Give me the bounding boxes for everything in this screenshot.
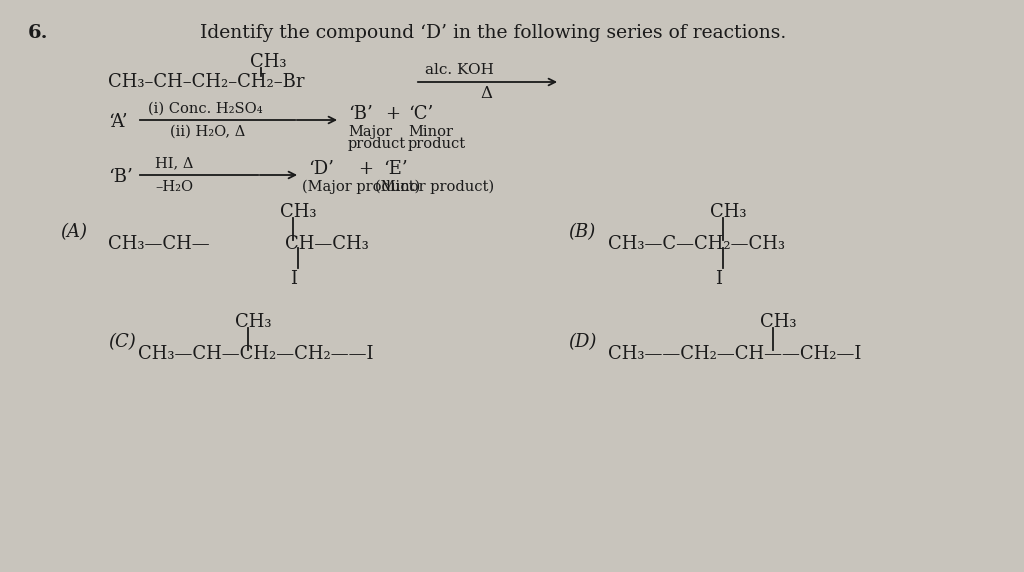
Text: CH₃–CH–CH₂–CH₂–Br: CH₃–CH–CH₂–CH₂–Br	[108, 73, 304, 91]
Text: –H₂O: –H₂O	[155, 180, 194, 194]
Text: CH₃—CH—: CH₃—CH—	[108, 235, 210, 253]
Text: I: I	[290, 270, 297, 288]
Text: +: +	[385, 105, 400, 123]
Text: Δ: Δ	[480, 85, 492, 102]
Text: ‘A’: ‘A’	[108, 113, 128, 131]
Text: CH₃—C—CH₂—CH₃: CH₃—C—CH₂—CH₃	[608, 235, 785, 253]
Text: (ii) H₂O, Δ: (ii) H₂O, Δ	[170, 125, 246, 139]
Text: product: product	[408, 137, 466, 151]
Text: CH₃: CH₃	[280, 203, 316, 221]
Text: CH₃: CH₃	[234, 313, 271, 331]
Text: +: +	[358, 160, 373, 178]
Text: (D): (D)	[568, 333, 596, 351]
Text: alc. KOH: alc. KOH	[425, 63, 494, 77]
Text: ‘C’: ‘C’	[408, 105, 433, 123]
Text: Minor: Minor	[408, 125, 453, 139]
Text: CH—CH₃: CH—CH₃	[285, 235, 369, 253]
Text: (B): (B)	[568, 223, 595, 241]
Text: CH₃——CH₂—CH——CH₂—I: CH₃——CH₂—CH——CH₂—I	[608, 345, 861, 363]
Text: 6.: 6.	[28, 24, 48, 42]
Text: (Minor product): (Minor product)	[375, 180, 495, 194]
Text: I: I	[715, 270, 722, 288]
Text: product: product	[348, 137, 407, 151]
Text: ‘D’: ‘D’	[308, 160, 334, 178]
Text: (Major product): (Major product)	[302, 180, 420, 194]
Text: ‘E’: ‘E’	[383, 160, 408, 178]
Text: CH₃—CH—CH₂—CH₂——I: CH₃—CH—CH₂—CH₂——I	[138, 345, 374, 363]
Text: (A): (A)	[60, 223, 87, 241]
Text: HI, Δ: HI, Δ	[155, 156, 194, 170]
Text: (i) Conc. H₂SO₄: (i) Conc. H₂SO₄	[148, 102, 262, 116]
Text: CH₃: CH₃	[250, 53, 287, 71]
Text: ‘B’: ‘B’	[348, 105, 373, 123]
Text: CH₃: CH₃	[760, 313, 797, 331]
Text: CH₃: CH₃	[710, 203, 746, 221]
Text: Identify the compound ‘D’ in the following series of reactions.: Identify the compound ‘D’ in the followi…	[200, 24, 786, 42]
Text: ‘B’: ‘B’	[108, 168, 133, 186]
Text: (C): (C)	[108, 333, 136, 351]
Text: Major: Major	[348, 125, 392, 139]
